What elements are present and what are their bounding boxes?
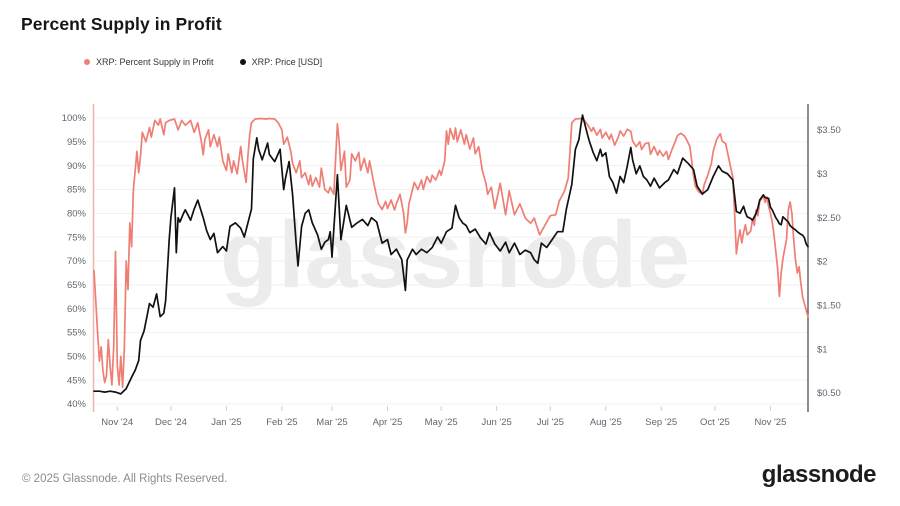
legend-item-percent-supply-in-profit[interactable]: XRP: Percent Supply in Profit — [84, 57, 214, 67]
pink-series-dot-icon — [84, 59, 90, 65]
right-axis-tick-label: $2 — [817, 257, 828, 268]
right-axis-tick-label: $3 — [817, 169, 828, 180]
left-axis-tick-label: 95% — [67, 137, 87, 148]
x-axis-month-label: May '25 — [425, 417, 458, 428]
page-title: Percent Supply in Profit — [21, 14, 222, 34]
right-axis-tick-label: $3.50 — [817, 125, 841, 136]
x-axis-month-label: Sep '25 — [645, 417, 677, 428]
x-axis-month-label: Mar '25 — [316, 417, 347, 428]
x-axis-month-label: Aug '25 — [590, 417, 622, 428]
legend-item-price-usd[interactable]: XRP: Price [USD] — [239, 57, 323, 67]
left-axis-tick-label: 85% — [67, 185, 87, 196]
right-axis-tick-label: $0.50 — [817, 388, 841, 399]
legend-label: XRP: Price [USD] — [251, 57, 323, 67]
left-axis-tick-label: 100% — [62, 113, 87, 124]
right-axis-tick-label: $1 — [817, 344, 828, 355]
x-axis-month-label: Nov '25 — [754, 417, 786, 428]
x-axis-month-label: Jun '25 — [481, 417, 511, 428]
left-axis-tick-label: 50% — [67, 352, 87, 363]
x-axis-month-label: Apr '25 — [373, 417, 403, 428]
left-axis-tick-label: 65% — [67, 280, 87, 291]
copyright-text: © 2025 Glassnode. All Rights Reserved. — [22, 473, 228, 485]
series-line-price-usd[interactable] — [93, 114, 809, 395]
x-axis-month-labels: Nov '24 Dec '24 Jan '25 Feb '25 Mar '25 Apr '… — [101, 417, 786, 428]
x-axis-month-label: Oct '25 — [700, 417, 730, 428]
left-axis-tick-label: 70% — [67, 256, 87, 267]
x-axis-month-label: Jan '25 — [211, 417, 241, 428]
glassnode-logo[interactable]: glassnode — [761, 461, 877, 488]
x-axis-tick-marks — [116, 406, 771, 411]
gridlines — [94, 117, 808, 405]
series-line-percent-supply-in-profit[interactable] — [93, 117, 809, 389]
right-axis-tick-labels: $3.50 $3 $2.50 $2 $1.50 $1 $0.50 — [817, 125, 841, 399]
left-axis-tick-label: 55% — [67, 328, 87, 339]
left-axis-tick-labels: 100% 95% 90% 85% 80% 75% 70% 65% 60% 55% 50% 45% 40% — [62, 113, 87, 410]
left-axis-tick-label: 45% — [67, 375, 87, 386]
left-axis-tick-label: 90% — [67, 161, 87, 172]
left-axis-tick-label: 60% — [67, 304, 87, 315]
chart-legend: XRP: Percent Supply in Profit XRP: Price… — [84, 57, 322, 67]
left-axis-tick-label: 75% — [67, 232, 87, 243]
x-axis-month-label: Jul '25 — [537, 417, 564, 428]
black-series-dot-icon — [239, 59, 246, 65]
x-axis-month-label: Feb '25 — [266, 417, 297, 428]
right-axis-tick-label: $1.50 — [817, 301, 841, 312]
glassnode-watermark: glassnode — [220, 202, 690, 308]
left-axis-tick-label: 40% — [67, 399, 87, 410]
legend-label: XRP: Percent Supply in Profit — [96, 57, 214, 67]
right-axis-tick-label: $2.50 — [817, 213, 841, 224]
left-axis-tick-label: 80% — [67, 209, 87, 220]
x-axis-month-label: Dec '24 — [155, 417, 187, 428]
x-axis-month-label: Nov '24 — [101, 417, 133, 428]
